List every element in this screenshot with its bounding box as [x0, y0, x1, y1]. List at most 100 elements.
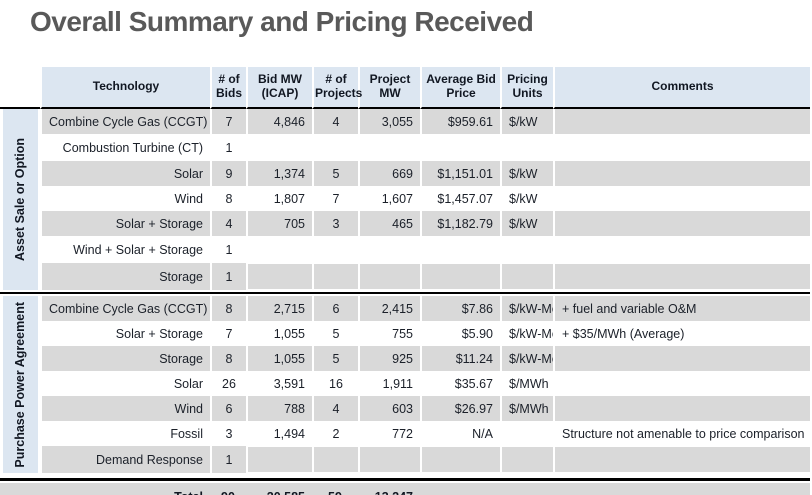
no-data-hatch-cell — [246, 134, 810, 161]
total-projects: 59 — [312, 483, 358, 495]
cell-bid_mw: 2,715 — [246, 296, 312, 321]
cell-bids: 8 — [210, 186, 246, 211]
cell-projects: 5 — [312, 321, 358, 346]
cell-comments: + fuel and variable O&M — [553, 296, 810, 321]
table-row: Storage 1 — [0, 263, 810, 290]
header-corner-cell — [0, 67, 40, 109]
cell-bid_mw: 1,055 — [246, 346, 312, 371]
no-data-hatch-cell — [500, 236, 553, 263]
no-data-hatch-cell — [246, 236, 312, 263]
cell-bids: 1 — [210, 263, 246, 290]
cell-projects: 5 — [312, 161, 358, 186]
total-row: Total 90 20,585 59 13,247 — [0, 483, 810, 495]
header-num-projects: # of Projects — [312, 67, 362, 109]
no-data-hatch-cell — [246, 446, 312, 473]
cell-comments — [553, 211, 810, 236]
total-label: Total — [0, 483, 210, 495]
cell-technology: Solar — [40, 161, 210, 186]
cell-comments — [553, 161, 810, 186]
cell-technology: Wind — [40, 186, 210, 211]
cell-project_mw: 755 — [358, 321, 420, 346]
total-empty-price — [420, 483, 500, 495]
cell-avg_price: $1,182.79 — [420, 211, 500, 236]
pricing-summary-table: Technology # of Bids Bid MW (ICAP) # of … — [0, 67, 810, 495]
no-data-hatch-cell — [500, 446, 553, 473]
cell-technology: Solar + Storage — [40, 321, 210, 346]
no-data-hatch-cell — [358, 446, 420, 473]
cell-bids: 26 — [210, 371, 246, 396]
header-bid-mw: Bid MW (ICAP) — [246, 67, 312, 109]
cell-avg_price: $1,151.01 — [420, 161, 500, 186]
cell-units: $/kW-Mo — [500, 321, 553, 346]
cell-technology: Combine Cycle Gas (CCGT) — [40, 296, 210, 321]
group-divider-line — [0, 290, 810, 296]
no-data-hatch-cell — [420, 263, 500, 290]
cell-project_mw: 3,055 — [358, 109, 420, 134]
cell-avg_price: $1,457.07 — [420, 186, 500, 211]
cell-technology: Solar + Storage — [40, 211, 210, 236]
cell-bid_mw: 705 — [246, 211, 312, 236]
group-label: Purchase Power Agreement — [0, 296, 40, 473]
cell-avg_price: $959.61 — [420, 109, 500, 134]
cell-bid_mw: 788 — [246, 396, 312, 421]
cell-project_mw: 465 — [358, 211, 420, 236]
cell-projects: 2 — [312, 421, 358, 446]
cell-units: $/MWh — [500, 396, 553, 421]
total-project-mw: 13,247 — [358, 483, 420, 495]
cell-avg_price: N/A — [420, 421, 500, 446]
no-data-hatch-cell — [312, 236, 358, 263]
cell-bid_mw: 1,374 — [246, 161, 312, 186]
total-bids: 90 — [210, 483, 246, 495]
cell-avg_price: $5.90 — [420, 321, 500, 346]
cell-project_mw: 669 — [358, 161, 420, 186]
no-data-hatch-cell — [500, 263, 553, 290]
table-row: Combustion Turbine (CT) 1 — [0, 134, 810, 161]
cell-bid_mw: 1,494 — [246, 421, 312, 446]
table-row: Wind 8 1,807 7 1,607 $1,457.07 $/kW — [0, 186, 810, 211]
cell-projects: 4 — [312, 396, 358, 421]
table-row: Wind + Solar + Storage 1 — [0, 236, 810, 263]
cell-bid_mw: 1,807 — [246, 186, 312, 211]
cell-comments — [553, 186, 810, 211]
cell-units: $/kW — [500, 161, 553, 186]
cell-comments: Structure not amenable to price comparis… — [553, 421, 810, 446]
cell-bid_mw: 4,846 — [246, 109, 312, 134]
cell-technology: Wind — [40, 396, 210, 421]
no-data-hatch-cell — [358, 263, 420, 290]
cell-comments — [553, 346, 810, 371]
cell-bids: 8 — [210, 296, 246, 321]
cell-avg_price: $35.67 — [420, 371, 500, 396]
cell-bids: 7 — [210, 321, 246, 346]
cell-technology: Storage — [40, 263, 210, 290]
cell-technology: Demand Response — [40, 446, 210, 473]
table-row: Solar 9 1,374 5 669 $1,151.01 $/kW — [0, 161, 810, 186]
cell-bids: 9 — [210, 161, 246, 186]
total-divider-line — [0, 473, 810, 483]
cell-technology: Combine Cycle Gas (CCGT) — [40, 109, 210, 134]
cell-technology: Wind + Solar + Storage — [40, 236, 210, 263]
header-pricing-units: Pricing Units — [500, 67, 553, 109]
cell-units — [500, 421, 553, 446]
cell-bids: 3 — [210, 421, 246, 446]
cell-project_mw: 772 — [358, 421, 420, 446]
cell-avg_price: $26.97 — [420, 396, 500, 421]
no-data-hatch-cell — [553, 236, 810, 263]
no-data-hatch-cell — [553, 446, 810, 473]
cell-projects: 6 — [312, 296, 358, 321]
cell-bids: 8 — [210, 346, 246, 371]
cell-units: $/kW — [500, 211, 553, 236]
cell-projects: 5 — [312, 346, 358, 371]
cell-bid_mw: 1,055 — [246, 321, 312, 346]
cell-comments — [553, 396, 810, 421]
cell-technology: Storage — [40, 346, 210, 371]
header-comments: Comments — [553, 67, 810, 109]
cell-project_mw: 925 — [358, 346, 420, 371]
no-data-hatch-cell — [312, 446, 358, 473]
cell-bid_mw: 3,591 — [246, 371, 312, 396]
no-data-hatch-cell — [553, 263, 810, 290]
total-empty-units — [500, 483, 553, 495]
cell-project_mw: 603 — [358, 396, 420, 421]
cell-avg_price: $11.24 — [420, 346, 500, 371]
